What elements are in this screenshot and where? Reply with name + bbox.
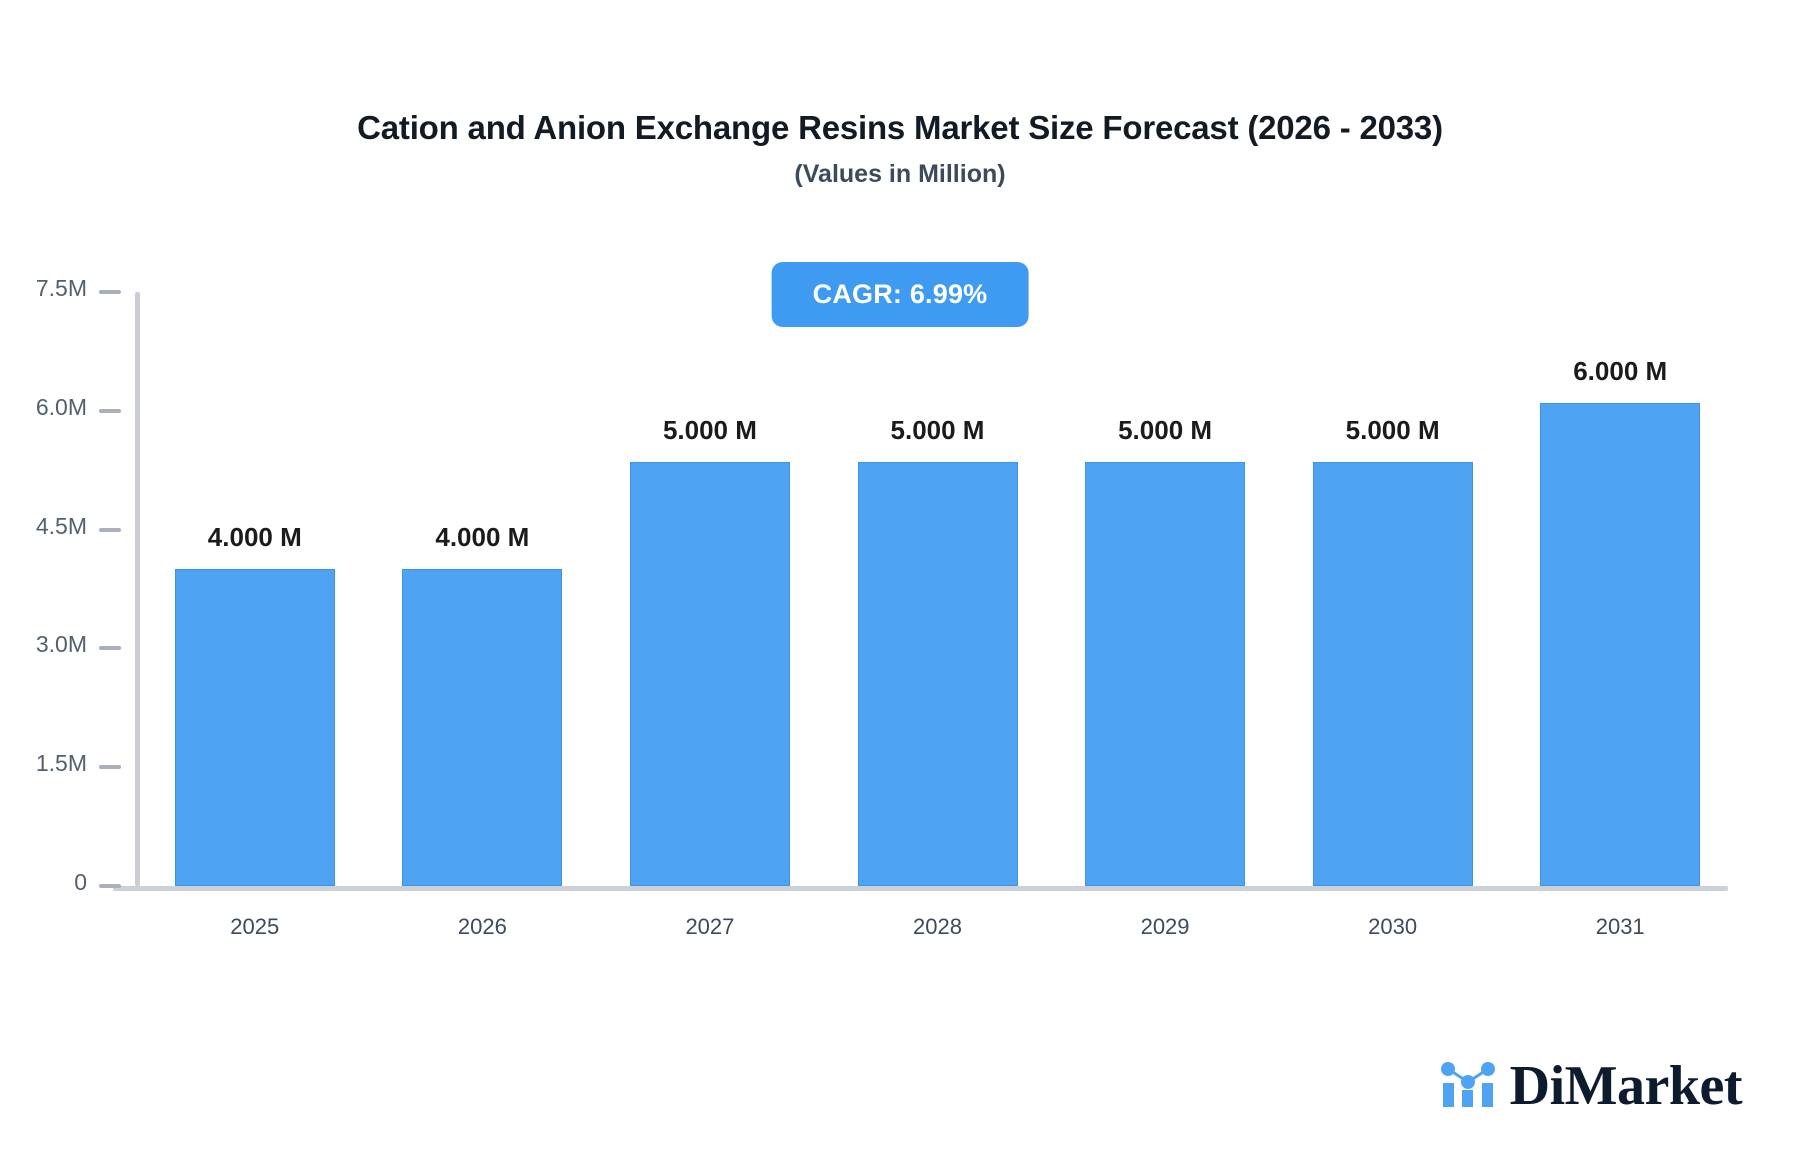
x-tick-label: 2030 [1368, 914, 1418, 939]
bar-2029: 5.000 M 2029 [1085, 415, 1246, 939]
bar-2031: 6.000 M 2031 [1540, 356, 1701, 939]
bar-value-label: 5.000 M [1345, 415, 1440, 446]
bar-front-face [1312, 462, 1473, 886]
bar-front-face [1540, 402, 1701, 886]
y-tick-label: 4.5M [35, 512, 87, 539]
bar-value-label: 5.000 M [890, 415, 985, 446]
x-tick-label: 2031 [1595, 914, 1645, 939]
x-tick-label: 2028 [913, 914, 962, 939]
bar-chart-icon [1439, 1057, 1497, 1114]
bar-front-face [857, 462, 1018, 886]
bar-2028: 5.000 M 2028 [857, 415, 1018, 939]
y-tick-dash [99, 765, 121, 770]
plot-area: 0 1.5M 3.0M 4.5M 6.0M 7.5M 4.000 M 2025 4.000 M… [36, 275, 1728, 939]
y-tick-dash [99, 884, 121, 888]
bar-value-label: 6.000 M [1573, 355, 1668, 386]
bar-2030: 5.000 M 2030 [1312, 415, 1473, 939]
x-axis-line [113, 886, 1728, 891]
y-tick-dash [99, 290, 121, 294]
y-tick-label: 1.5M [35, 750, 87, 777]
x-tick-label: 2027 [685, 914, 735, 939]
bar-2027: 5.000 M 2027 [629, 415, 790, 939]
logo-text: DiMarket [1509, 1054, 1743, 1117]
y-tick-label: 7.5M [35, 275, 87, 301]
y-tick-label: 3.0M [35, 631, 87, 658]
bars-layer: 4.000 M 2025 4.000 M 2026 5.000 M 2027 5.000 M… [135, 292, 1728, 939]
y-tick-dash [99, 646, 121, 651]
bar-front-face [1085, 462, 1246, 886]
dimarket-logo: DiMarket [1439, 1054, 1743, 1117]
x-tick-label: 2025 [230, 914, 280, 939]
y-tick-label: 6.0M [35, 393, 87, 420]
x-tick-label: 2029 [1140, 914, 1190, 939]
y-tick-label: 0 [74, 869, 87, 895]
chart-subtitle: (Values in Million) [794, 160, 1006, 189]
y-tick-dash [99, 527, 121, 532]
chart-title-block: Cation and Anion Exchange Resins Market … [0, 109, 1800, 189]
chart-title: Cation and Anion Exchange Resins Market … [357, 109, 1443, 146]
cagr-badge: CAGR: 6.99% [771, 262, 1029, 327]
bar-value-label: 4.000 M [435, 522, 530, 553]
bar-front-face [629, 462, 790, 886]
bar-front-face [174, 569, 335, 886]
bar-2026: 4.000 M 2026 [402, 522, 563, 939]
bar-2025: 4.000 M 2025 [174, 522, 335, 939]
y-tick-dash [99, 408, 121, 413]
x-tick-label: 2026 [457, 914, 507, 939]
y-axis-line [135, 292, 140, 886]
bar-front-face [402, 569, 563, 886]
bar-value-label: 4.000 M [207, 522, 302, 553]
bar-value-label: 5.000 M [1118, 415, 1213, 446]
bar-value-label: 5.000 M [662, 415, 757, 446]
